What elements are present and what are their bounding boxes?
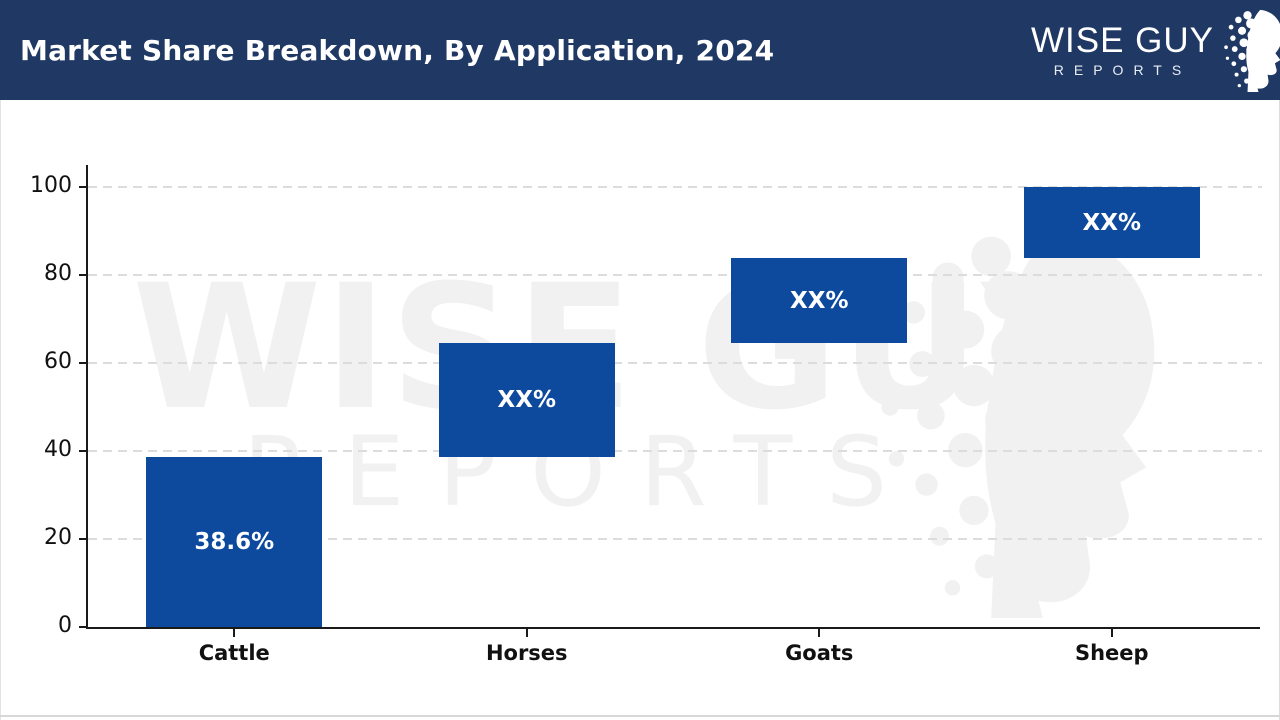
- x-tick-mark: [1110, 629, 1113, 637]
- x-tick-label: Goats: [785, 641, 854, 665]
- header: Market Share Breakdown, By Application, …: [0, 0, 1280, 100]
- y-gridline-60: [88, 362, 1262, 364]
- y-tick-label: 100: [30, 173, 72, 198]
- y-tick-label: 60: [44, 349, 72, 374]
- bar-value-label: 38.6%: [194, 529, 275, 556]
- x-tick-mark: [818, 629, 821, 637]
- y-tick-label: 40: [44, 437, 72, 462]
- y-tick-label: 80: [44, 261, 72, 286]
- brand-text: WISE GUY REPORTS: [1031, 23, 1214, 78]
- y-tick-mark: [79, 538, 86, 540]
- y-tick-label: 0: [58, 613, 72, 638]
- bar-value-label: XX%: [497, 386, 556, 413]
- bar-cattle: [146, 457, 323, 627]
- y-tick-mark: [79, 362, 86, 364]
- y-gridline-80: [88, 274, 1262, 276]
- bar-value-label: XX%: [1082, 209, 1141, 236]
- brand-logo: WISE GUY REPORTS: [1031, 0, 1280, 100]
- frame-edge-left: [0, 100, 1, 720]
- bar-value-label: XX%: [789, 287, 849, 314]
- y-tick-mark: [79, 626, 86, 628]
- y-gridline-100: [88, 186, 1262, 188]
- bar-horses: [438, 342, 615, 458]
- y-tick-mark: [79, 186, 86, 188]
- frame-bottom-rule: [0, 715, 1280, 717]
- x-tick-mark: [233, 629, 236, 637]
- x-tick-label: Sheep: [1074, 641, 1149, 665]
- x-tick-mark: [525, 629, 528, 637]
- y-tick-label: 20: [44, 525, 72, 550]
- x-axis-line: [86, 627, 1260, 629]
- y-gridline-20: [88, 538, 1262, 540]
- brand-subtitle: REPORTS: [1053, 61, 1192, 78]
- x-tick-label: Horses: [485, 641, 568, 665]
- y-tick-mark: [79, 274, 86, 276]
- bar-goats: [731, 258, 908, 343]
- x-tick-label: Cattle: [198, 641, 270, 665]
- bar-sheep: [1023, 187, 1200, 259]
- y-tick-mark: [79, 450, 86, 452]
- y-axis-line: [86, 165, 88, 629]
- y-gridline-40: [88, 450, 1262, 452]
- brand-name: WISE GUY: [1030, 20, 1214, 60]
- page-title: Market Share Breakdown, By Application, …: [20, 33, 775, 67]
